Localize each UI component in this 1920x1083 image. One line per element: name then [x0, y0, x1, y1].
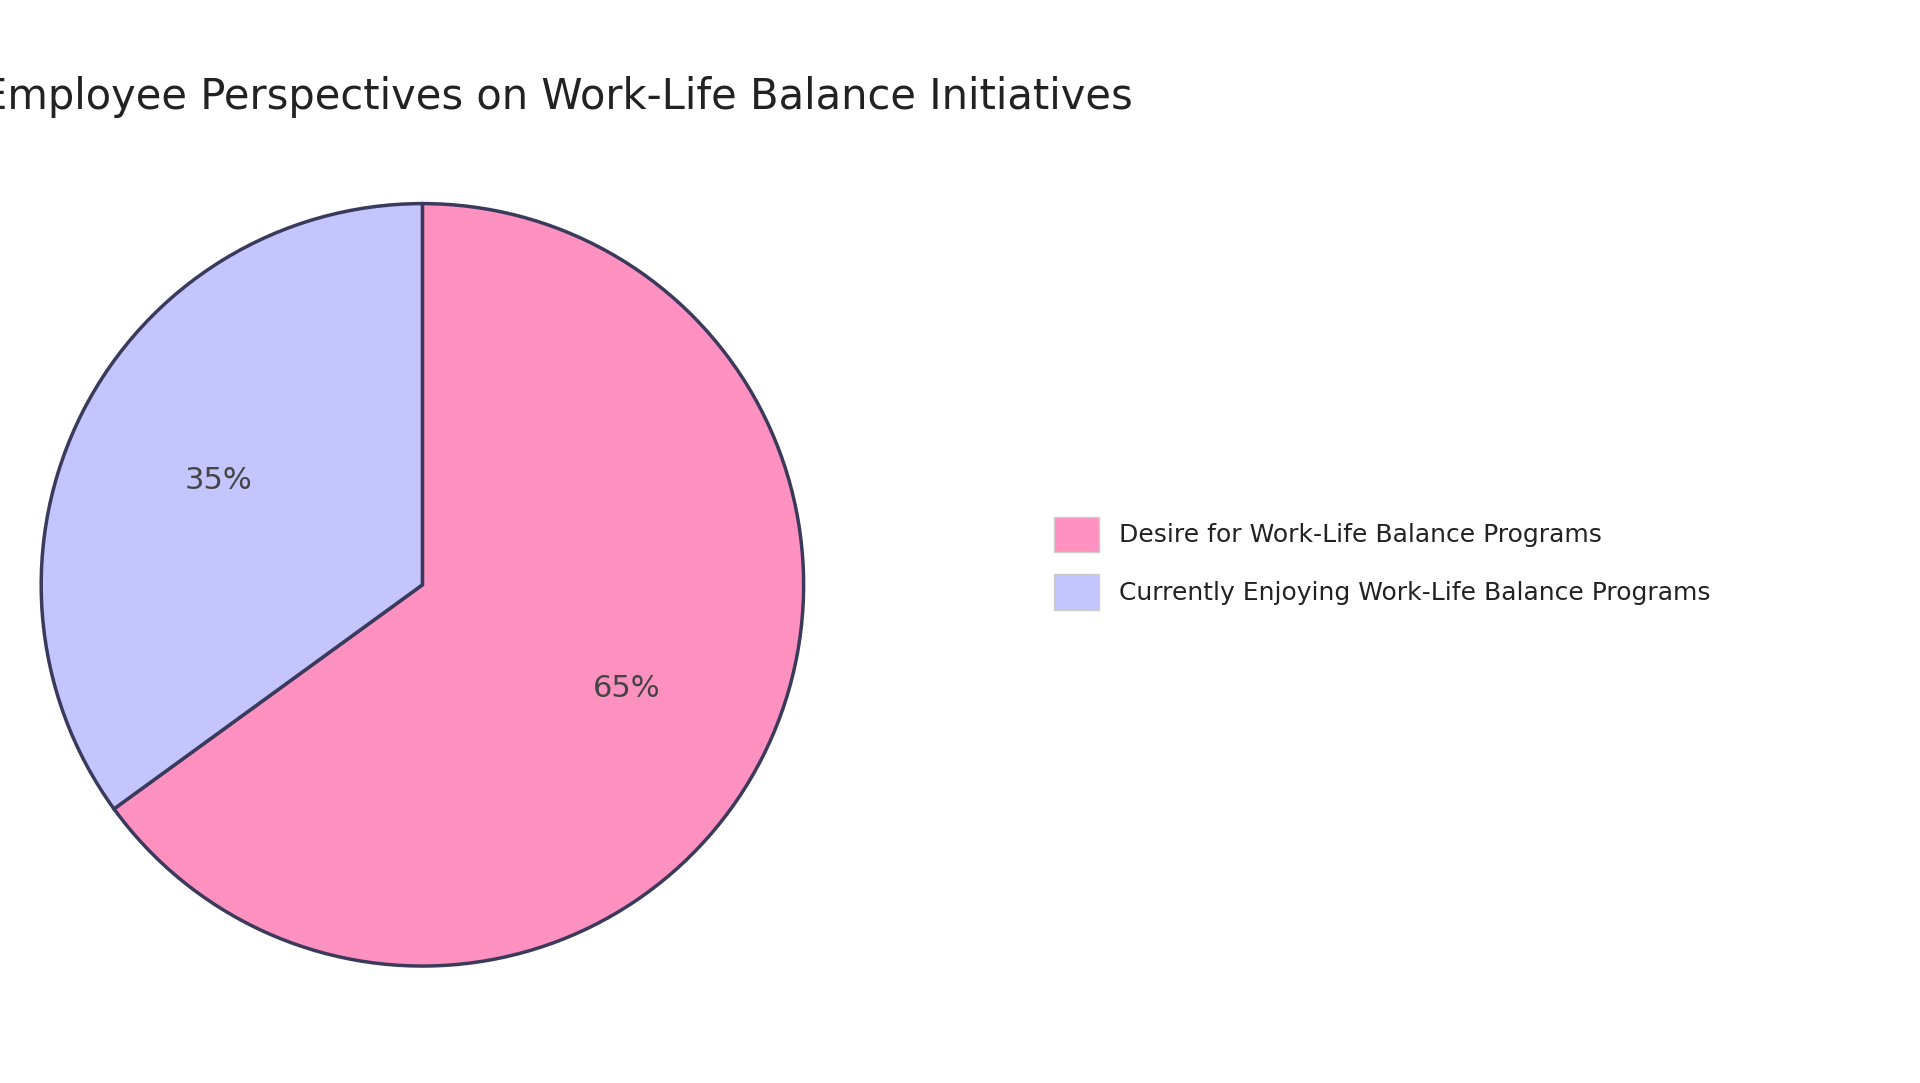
Legend: Desire for Work-Life Balance Programs, Currently Enjoying Work-Life Balance Prog: Desire for Work-Life Balance Programs, C… [1043, 504, 1722, 623]
Wedge shape [113, 204, 804, 966]
Text: 65%: 65% [593, 674, 660, 703]
Text: Employee Perspectives on Work-Life Balance Initiatives: Employee Perspectives on Work-Life Balan… [0, 76, 1133, 118]
Text: 35%: 35% [184, 467, 252, 496]
Wedge shape [40, 204, 422, 809]
